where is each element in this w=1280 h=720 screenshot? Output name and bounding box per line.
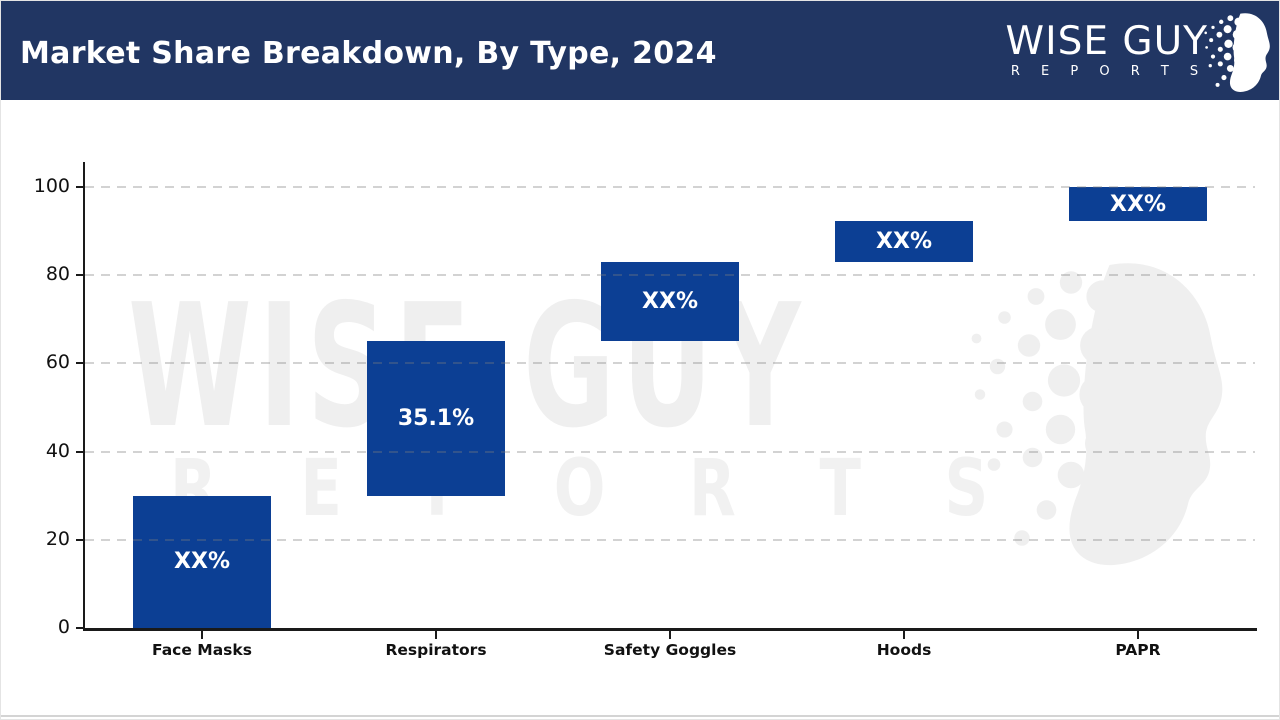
x-axis-category-label: PAPR	[1115, 641, 1161, 659]
y-axis-tick-label: 40	[45, 439, 70, 462]
logo-head-icon	[1196, 10, 1272, 94]
x-axis-category-label: Respirators	[385, 641, 487, 659]
logo-reports-label: R E P O R T S	[1010, 64, 1207, 79]
y-axis-tick	[76, 627, 84, 629]
bar-value-label: XX%	[1110, 191, 1166, 217]
logo-text: WISE GUY R E P O R T S	[1006, 22, 1208, 79]
x-axis-tick	[669, 631, 671, 639]
plot-area: XX% 35.1% XX% XX% XX%	[85, 165, 1255, 628]
bar-face-masks: XX%	[133, 495, 271, 628]
y-axis-tick	[76, 538, 84, 541]
x-axis-tick	[903, 631, 905, 639]
watermark-reports: R E P O R T S	[170, 444, 1020, 534]
wise-guy-reports-logo: WISE GUY R E P O R T S	[1004, 4, 1274, 96]
gridline-y100	[85, 186, 1255, 189]
x-axis-tick	[435, 631, 437, 639]
y-axis-tick-label: 60	[45, 351, 70, 374]
y-axis-tick-label: 80	[45, 263, 70, 286]
y-axis-tick	[76, 274, 84, 277]
y-axis-tick	[76, 186, 84, 189]
x-axis-tick	[201, 631, 203, 639]
chart-title: Market Share Breakdown, By Type, 2024	[20, 36, 717, 71]
gridline-y60	[85, 362, 1255, 365]
y-axis-tick	[76, 450, 84, 453]
logo-wordmark: WISE GUY	[1005, 19, 1208, 64]
x-axis-line	[83, 628, 1257, 631]
footer-divider	[0, 715, 1280, 717]
bar-value-label: XX%	[876, 229, 932, 255]
y-axis-tick-label: 20	[45, 527, 70, 550]
x-axis-category-label: Face Masks	[152, 641, 252, 659]
y-axis-tick-label: 0	[57, 616, 70, 638]
bar-value-label: XX%	[642, 288, 698, 314]
bar-value-label: 35.1%	[397, 405, 475, 431]
gridline-y80	[85, 274, 1255, 277]
y-axis-line	[83, 162, 85, 630]
y-axis-tick	[76, 362, 84, 365]
gridline-y20	[85, 538, 1255, 541]
bar-value-label: XX%	[174, 549, 230, 575]
x-axis-tick	[1137, 631, 1139, 639]
header-bar: Market Share Breakdown, By Type, 2024 WI…	[0, 0, 1280, 100]
gridline-y40	[85, 450, 1255, 453]
x-axis-category-label: Hoods	[876, 641, 932, 659]
y-axis-tick-label: 100	[33, 175, 70, 198]
bar-hoods: XX%	[835, 221, 973, 262]
bar-respirators: 35.1%	[367, 340, 505, 496]
x-axis-category-label: Safety Goggles	[603, 641, 737, 659]
bar-papr: XX%	[1069, 187, 1207, 222]
bar-safety-goggles: XX%	[601, 262, 739, 341]
